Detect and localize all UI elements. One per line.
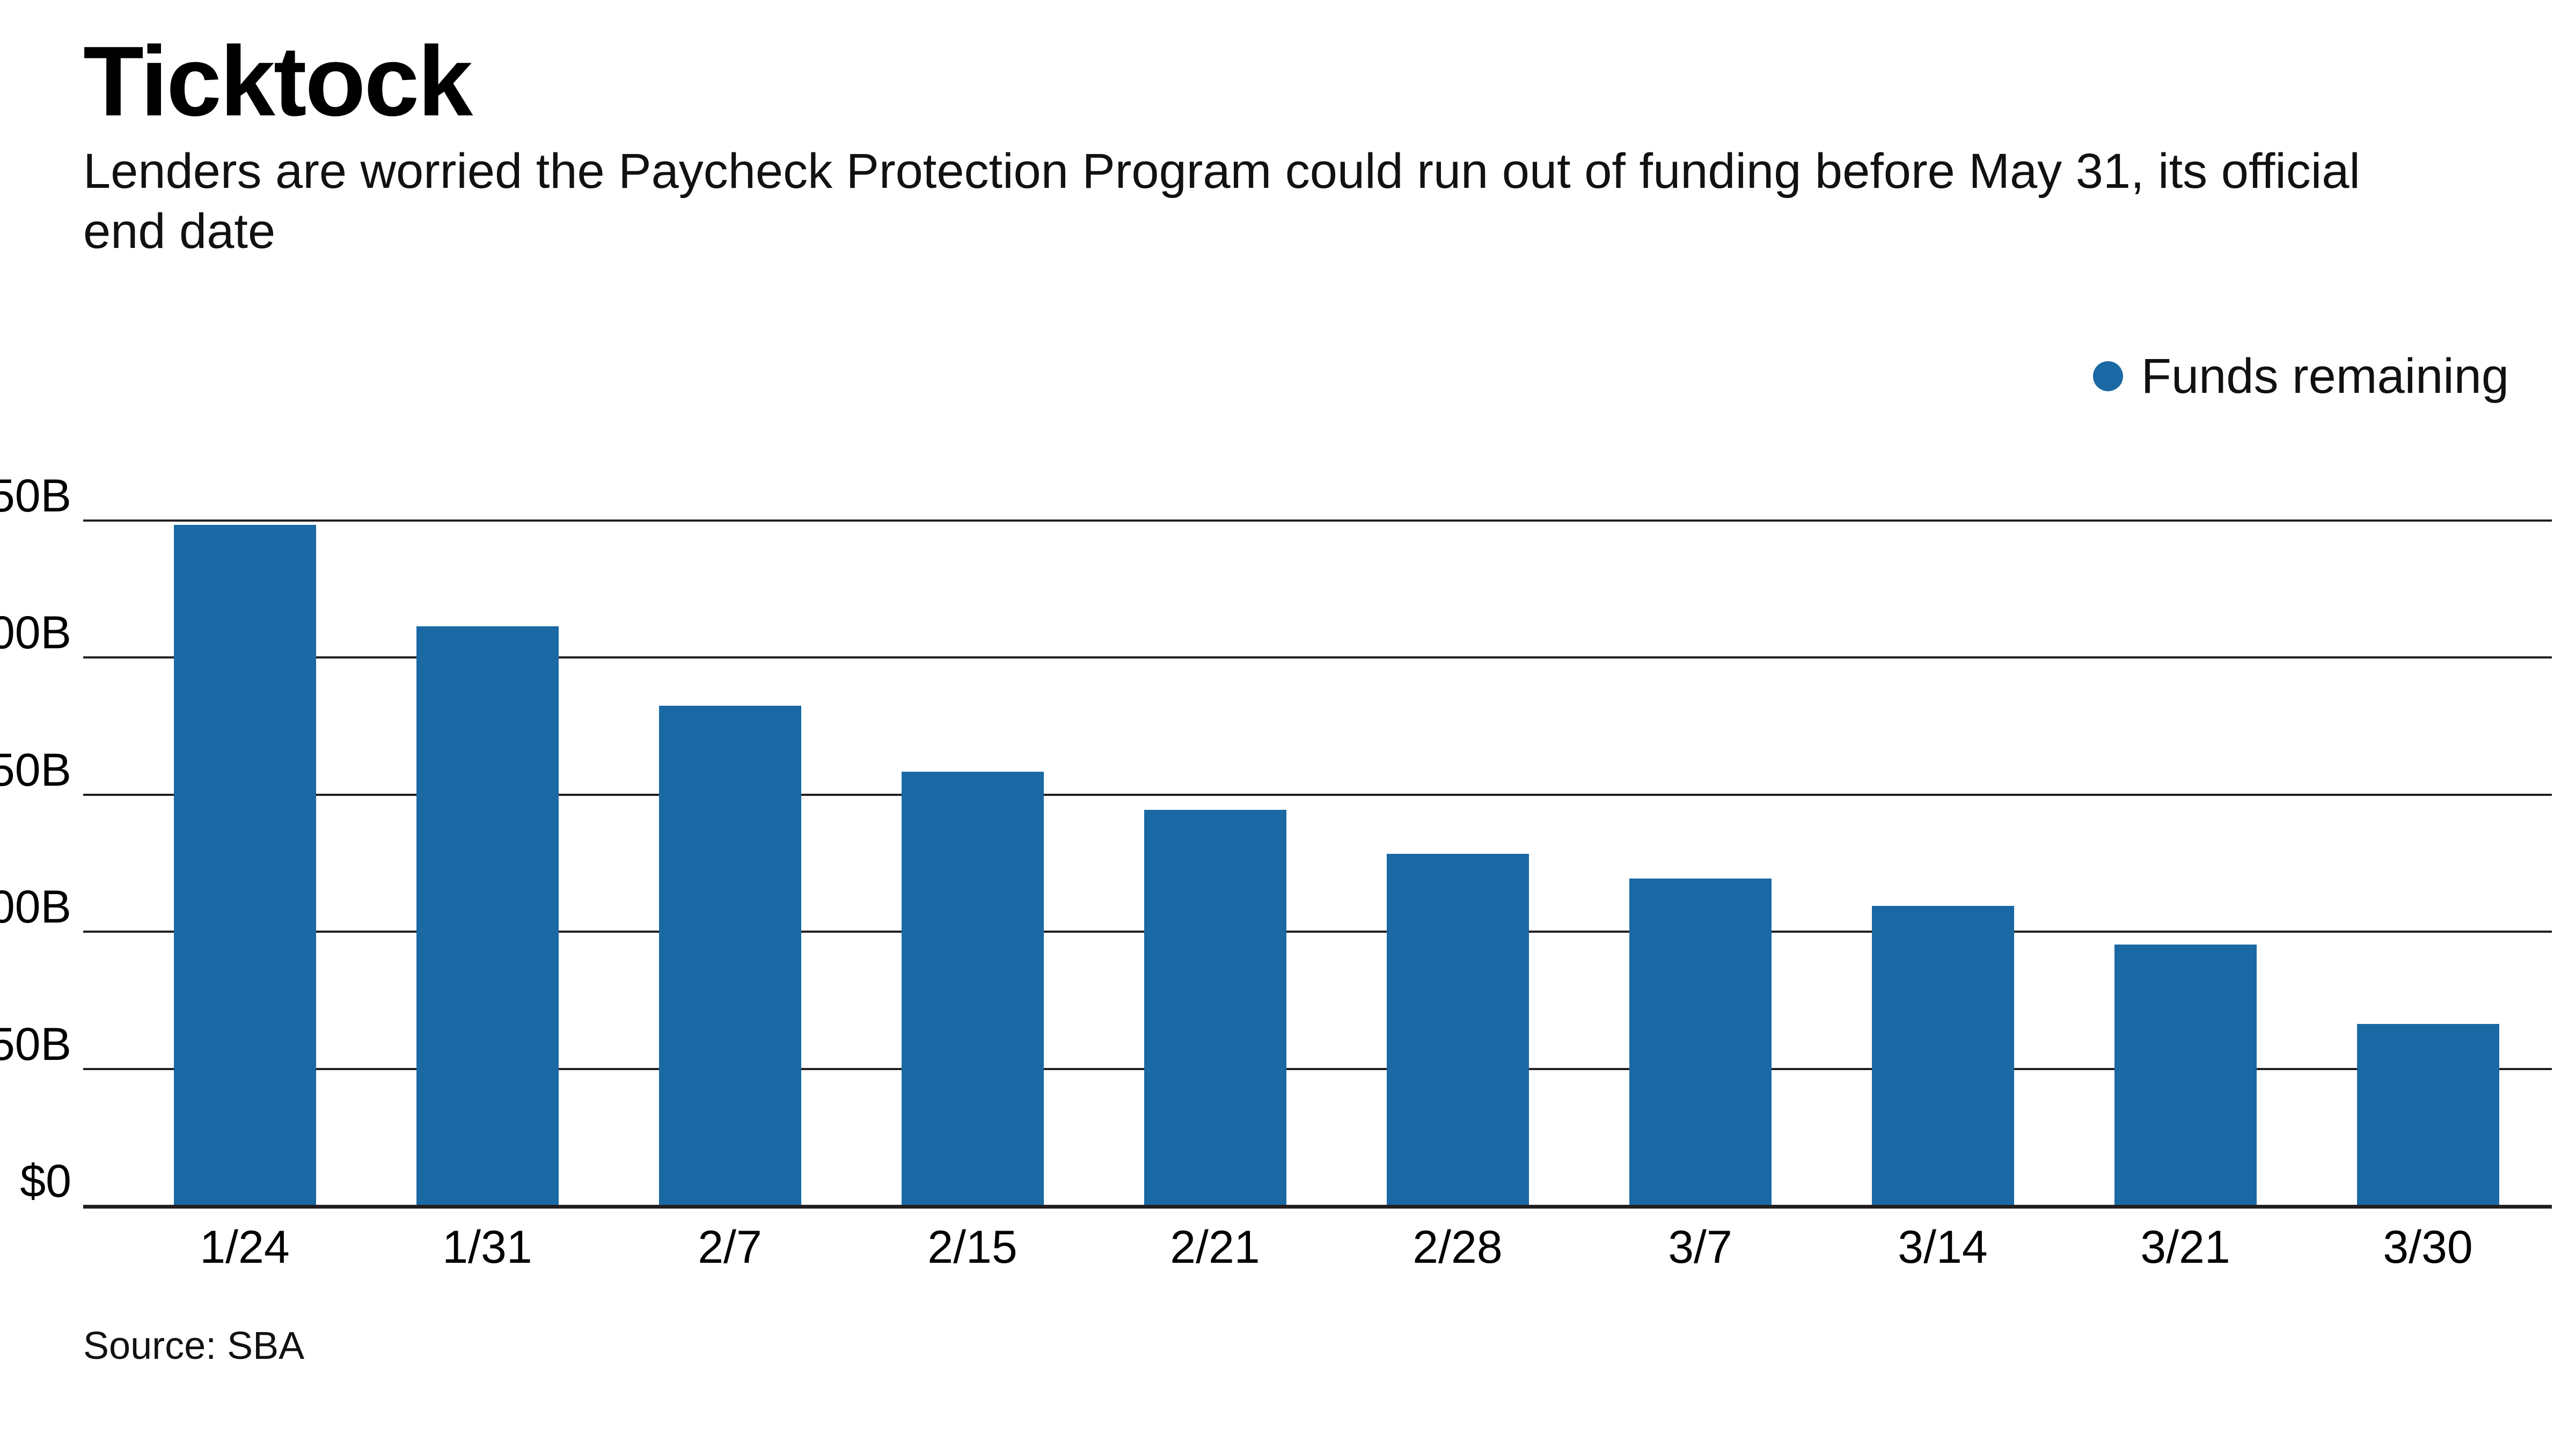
bar[interactable]: [1386, 854, 1529, 1205]
x-axis-tick-label: 2/28: [1413, 1221, 1503, 1273]
circle-marker-icon: [2092, 361, 2123, 391]
bar[interactable]: [416, 626, 559, 1205]
y-axis-tick-label: $200B: [0, 607, 71, 658]
x-axis-tick-label: 2/7: [698, 1221, 762, 1273]
x-axis-tick-label: 1/24: [200, 1221, 290, 1273]
x-axis-tick-label: 2/21: [1170, 1221, 1260, 1273]
bar[interactable]: [1871, 906, 2014, 1205]
y-axis-tick-label: $50B: [0, 1019, 71, 1070]
bar-group: 1/24: [123, 519, 366, 1270]
bar-series-funds-remaining: 1/24 1/31 2/7 2/15 2/21 2/28 3/7 3/14: [123, 519, 2549, 1270]
y-axis-tick-label: $100B: [0, 881, 71, 933]
chart-header: Ticktock Lenders are worried the Paychec…: [83, 32, 2498, 261]
gridline-200: [83, 656, 2552, 658]
gridline-100: [83, 931, 2552, 933]
gridline-150: [83, 794, 2552, 796]
bar-group: 3/14: [1821, 519, 2064, 1270]
bar-group: 2/7: [609, 519, 851, 1270]
bar[interactable]: [1629, 879, 1772, 1205]
bar-group: 2/28: [1336, 519, 1579, 1270]
y-axis-tick-label: $0: [20, 1155, 71, 1207]
bar[interactable]: [658, 706, 801, 1205]
x-axis-tick-label: 2/15: [927, 1221, 1018, 1273]
bar[interactable]: [2357, 1023, 2499, 1205]
y-axis-tick-label: $150B: [0, 744, 71, 796]
bar[interactable]: [173, 525, 316, 1205]
y-axis-tick-label: $250B: [0, 470, 71, 522]
bar-group: 3/7: [1579, 519, 1821, 1270]
bar-group: 3/30: [2307, 519, 2549, 1270]
chart-legend: Funds remaining: [2092, 349, 2509, 404]
bar[interactable]: [2114, 944, 2257, 1205]
x-axis-tick-label: 3/7: [1668, 1221, 1732, 1273]
bar-group: 2/21: [1094, 519, 1336, 1270]
x-axis-tick-label: 3/30: [2383, 1221, 2473, 1273]
x-axis-tick-label: 1/31: [442, 1221, 532, 1273]
gridline-50: [83, 1068, 2552, 1070]
chart-subtitle: Lenders are worried the Paycheck Protect…: [83, 144, 2360, 259]
bar[interactable]: [901, 771, 1044, 1205]
x-axis-tick-label: 3/21: [2140, 1221, 2230, 1273]
gridline-250: [83, 519, 2552, 522]
page-title: Ticktock: [83, 26, 473, 137]
axis-baseline: [83, 1205, 2552, 1209]
bar-group: 1/31: [366, 519, 609, 1270]
plot-area: $250B $200B $150B $100B $50B $0: [0, 473, 2552, 1209]
bar[interactable]: [1144, 810, 1286, 1205]
x-axis-tick-label: 3/14: [1898, 1221, 1988, 1273]
source-note: Source: SBA: [83, 1324, 305, 1367]
bar-group: 2/15: [851, 519, 1094, 1270]
legend-item-label: Funds remaining: [2141, 349, 2509, 404]
bar-group: 3/21: [2064, 519, 2307, 1270]
